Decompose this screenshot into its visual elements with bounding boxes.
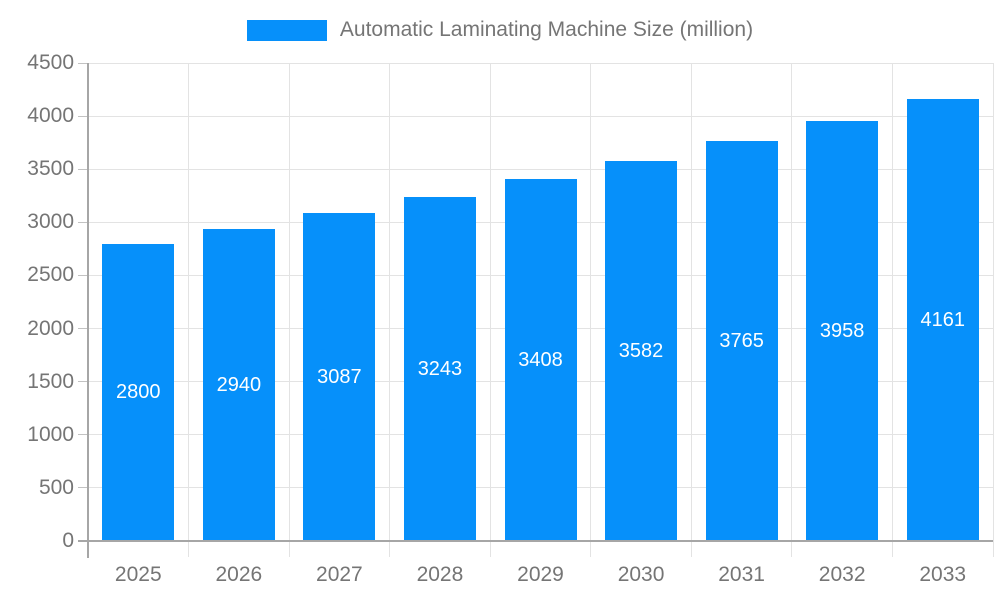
- bar-2030[interactable]: [605, 160, 678, 541]
- x-gridline: [791, 63, 793, 557]
- y-tick-label: 2500: [27, 263, 74, 287]
- y-tick-label: 3000: [27, 210, 74, 234]
- x-gridline: [992, 63, 994, 557]
- bar-2025[interactable]: [102, 243, 175, 541]
- x-gridline: [590, 63, 592, 557]
- x-tick-label: 2031: [718, 563, 765, 586]
- x-gridline: [188, 63, 190, 557]
- x-tick-label: 2030: [617, 563, 665, 586]
- bar-2029[interactable]: [504, 178, 577, 541]
- bar-value-label: 3582: [618, 339, 664, 362]
- bar-value-label: 3408: [518, 348, 563, 371]
- y-tick-label: 4500: [27, 51, 74, 74]
- y-tick-mark: [78, 62, 88, 64]
- y-tick-mark: [78, 221, 88, 223]
- x-tick-label: 2028: [416, 563, 464, 586]
- bar-value-label: 3765: [719, 330, 764, 353]
- bar-2032[interactable]: [806, 120, 879, 541]
- y-tick-label: 1000: [27, 422, 74, 446]
- y-tick-label: 1500: [27, 369, 74, 393]
- legend[interactable]: Automatic Laminating Machine Size (milli…: [0, 18, 1000, 42]
- bar-2026[interactable]: [202, 228, 275, 541]
- x-gridline: [288, 63, 290, 557]
- bar-value-label: 4161: [920, 309, 965, 331]
- x-gridline: [389, 63, 391, 557]
- y-tick-mark: [78, 168, 88, 170]
- y-tick-label: 0: [62, 529, 74, 552]
- x-tick-label: 2026: [215, 563, 263, 586]
- x-gridline: [690, 63, 692, 557]
- bar-2031[interactable]: [705, 141, 778, 541]
- x-tick-label: 2029: [517, 563, 564, 586]
- x-gridline: [489, 63, 491, 557]
- y-gridline: [88, 62, 993, 64]
- y-tick-mark: [78, 381, 88, 383]
- y-tick-label: 2000: [27, 316, 74, 340]
- x-tick-label: 2033: [919, 563, 967, 586]
- y-tick-label: 3500: [27, 157, 74, 181]
- y-tick-label: 500: [38, 475, 74, 499]
- bar-value-label: 2940: [216, 373, 262, 396]
- y-axis-line: [87, 63, 89, 558]
- bar-value-label: 3958: [819, 319, 865, 342]
- bar-value-label: 3243: [417, 357, 463, 380]
- x-tick-label: 2027: [316, 563, 363, 586]
- legend-label: Automatic Laminating Machine Size (milli…: [339, 18, 754, 41]
- y-tick-mark: [78, 487, 88, 489]
- x-gridline: [891, 63, 893, 557]
- x-axis-line: [78, 540, 993, 542]
- y-tick-mark: [78, 328, 88, 330]
- y-tick-mark: [78, 434, 88, 436]
- bar-2033[interactable]: [906, 99, 979, 541]
- bar-2028[interactable]: [403, 196, 476, 541]
- y-gridline: [88, 168, 993, 170]
- bar-2027[interactable]: [303, 213, 376, 541]
- y-tick-label: 4000: [27, 104, 74, 128]
- x-tick-label: 2032: [818, 563, 866, 586]
- x-tick-label: 2025: [114, 563, 162, 586]
- y-tick-mark: [78, 274, 88, 276]
- bar-value-label: 3087: [317, 366, 362, 389]
- bar-value-label: 2800: [116, 381, 161, 404]
- legend-swatch-icon: [246, 19, 327, 41]
- y-tick-mark: [78, 115, 88, 117]
- y-gridline: [88, 115, 993, 117]
